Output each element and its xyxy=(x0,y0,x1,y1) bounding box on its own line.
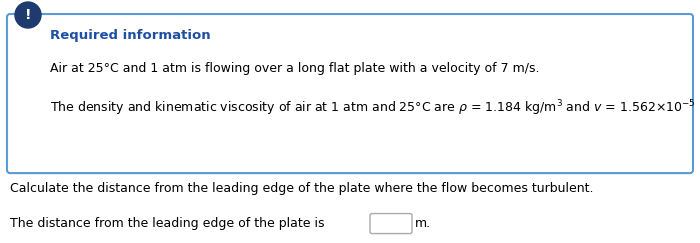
Text: Calculate the distance from the leading edge of the plate where the flow becomes: Calculate the distance from the leading … xyxy=(10,182,594,195)
Text: m.: m. xyxy=(415,217,431,230)
Text: The density and kinematic viscosity of air at 1 atm and 25°C are $\rho$ = 1.184 : The density and kinematic viscosity of a… xyxy=(50,98,700,118)
Text: The distance from the leading edge of the plate is: The distance from the leading edge of th… xyxy=(10,217,325,230)
Text: !: ! xyxy=(25,8,32,22)
FancyBboxPatch shape xyxy=(370,214,412,234)
Text: Required information: Required information xyxy=(50,29,211,42)
FancyBboxPatch shape xyxy=(7,14,693,173)
Text: Air at 25°C and 1 atm is flowing over a long flat plate with a velocity of 7 m/s: Air at 25°C and 1 atm is flowing over a … xyxy=(50,61,540,75)
Circle shape xyxy=(15,2,41,28)
